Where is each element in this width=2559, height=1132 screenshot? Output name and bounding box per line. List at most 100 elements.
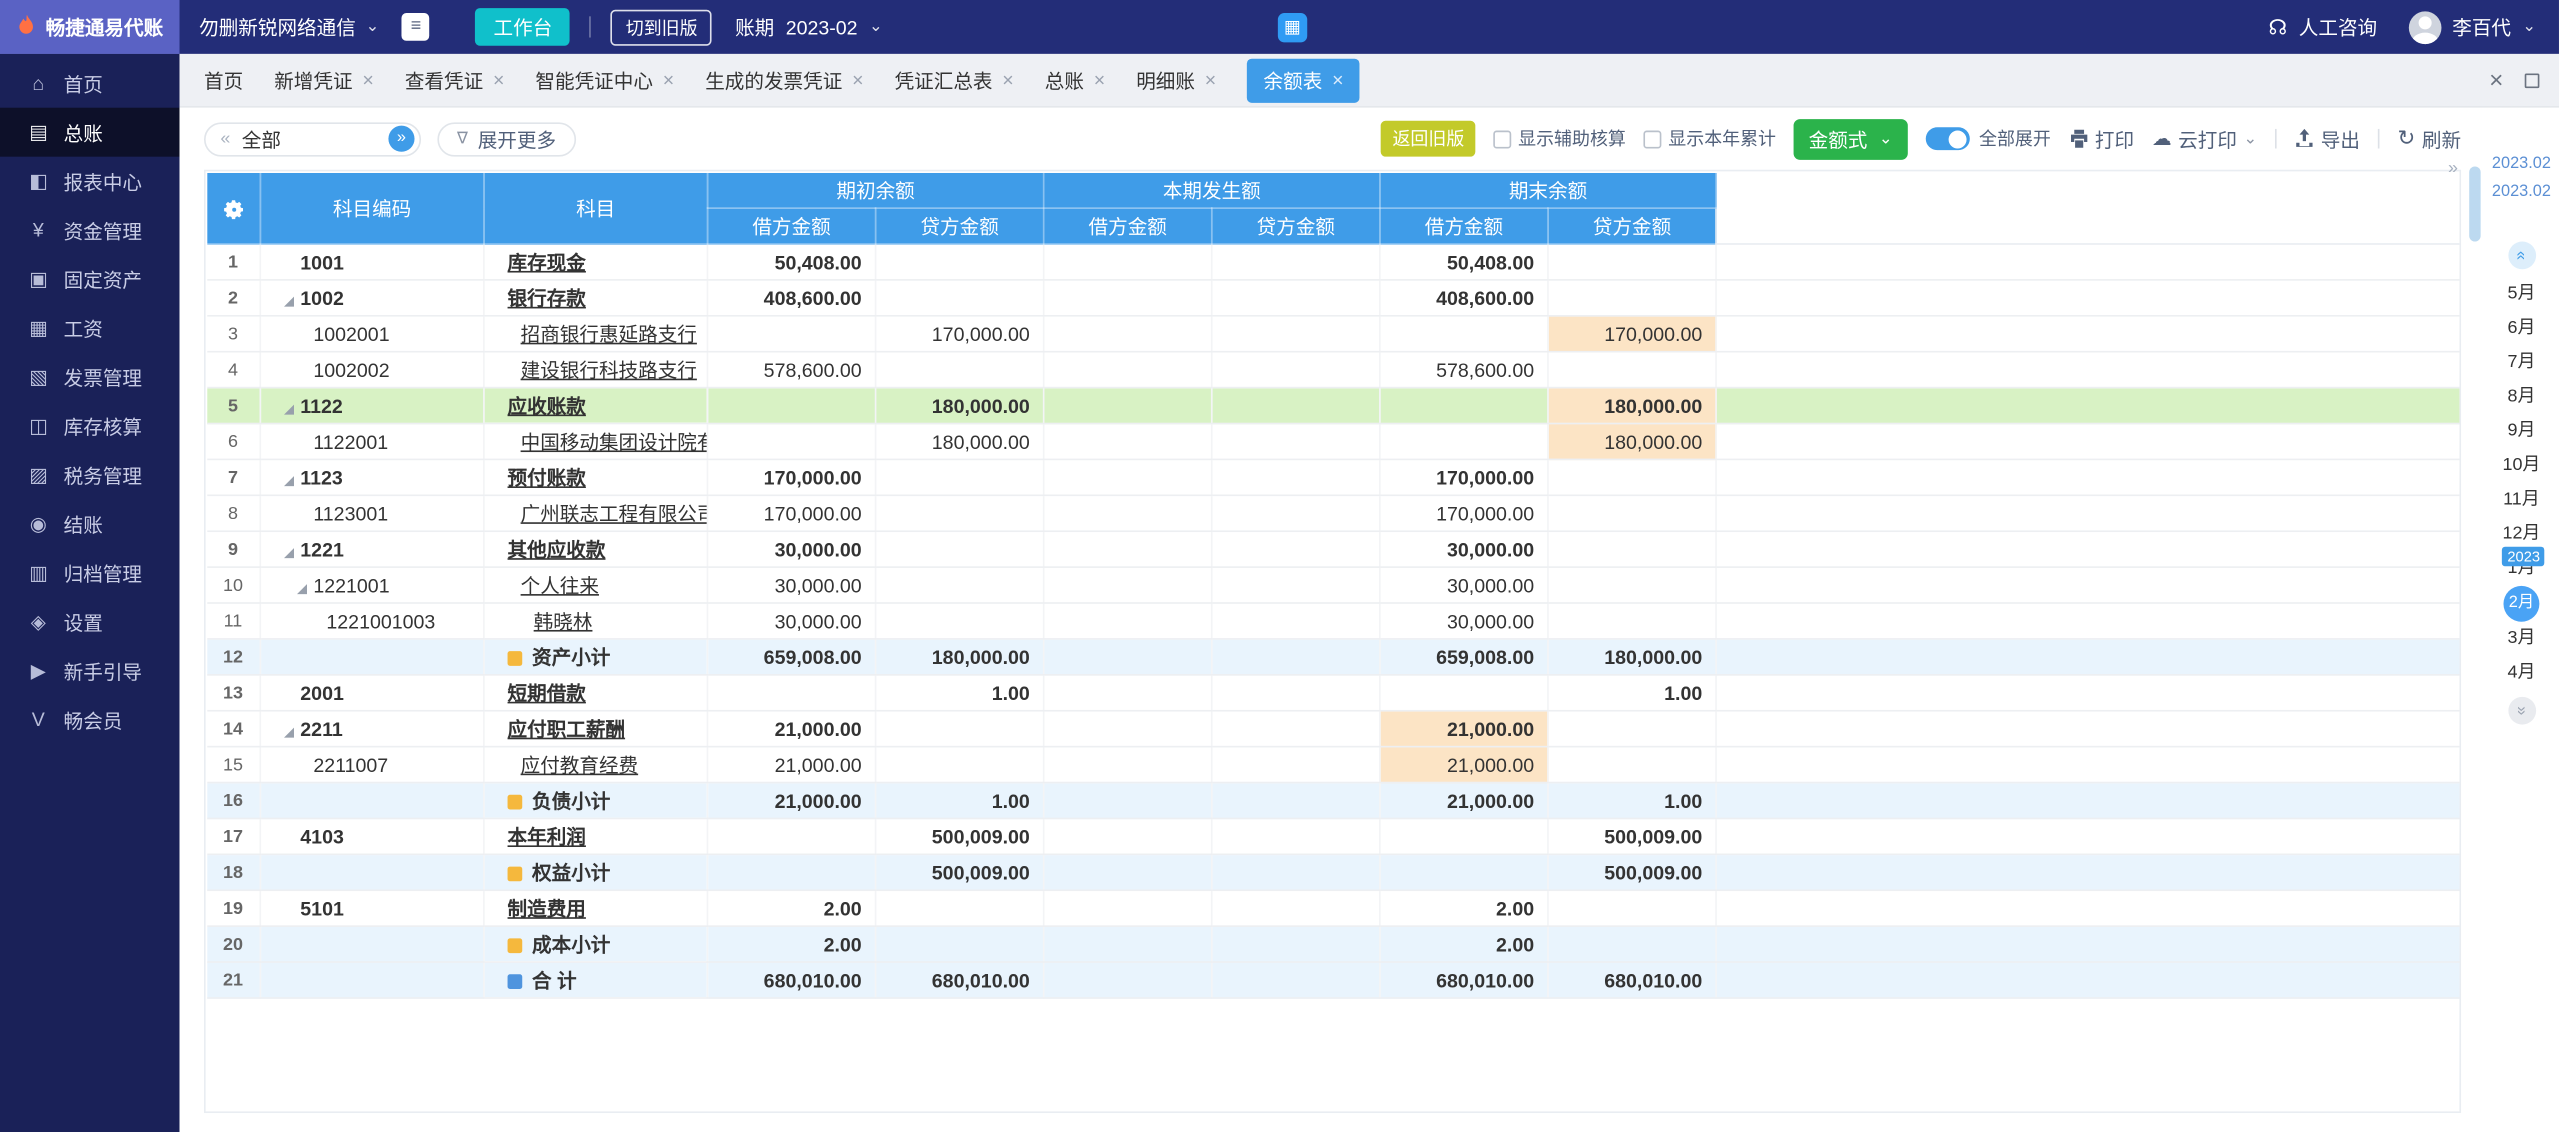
subject-link[interactable]: 韩晓林 xyxy=(533,610,593,634)
tab-close-icon[interactable]: × xyxy=(492,68,505,92)
sidebar-item-report-center[interactable]: ◧ 报表中心 xyxy=(0,157,180,206)
cloud-print-button[interactable]: ☁ 云打印 ⌄ xyxy=(2152,125,2257,153)
period-selector[interactable]: 账期 2023-02 ⌄ xyxy=(735,13,883,41)
checkbox-icon[interactable] xyxy=(1493,129,1512,148)
expand-all-toggle[interactable]: 全部展开 xyxy=(1925,126,2051,152)
expand-icon[interactable]: ◢ xyxy=(297,580,308,595)
timeline-month-8月[interactable]: 8月 xyxy=(2507,386,2536,407)
table-row[interactable]: 12◢资产小计659,008.00180,000.00659,008.00180… xyxy=(206,638,2460,676)
sidebar-item-closing[interactable]: ◉ 结账 xyxy=(0,499,180,548)
timeline-month-2月[interactable]: 2月 xyxy=(2503,585,2540,622)
tab-smart-voucher-center[interactable]: 智能凭证中心 × xyxy=(535,66,674,94)
sidebar-item-tax-management[interactable]: ▨ 税务管理 xyxy=(0,450,180,499)
sidebar-item-member[interactable]: V 畅会员 xyxy=(0,695,180,744)
expand-more-button[interactable]: ∇ 展开更多 xyxy=(437,121,576,156)
company-selector[interactable]: 勿删新锐网络通信 ⌄ xyxy=(199,13,379,41)
checkbox-icon[interactable] xyxy=(1643,129,1662,148)
close-icon[interactable]: × xyxy=(2489,66,2504,94)
workbench-button[interactable]: 工作台 xyxy=(475,8,571,46)
expand-icon[interactable]: ◢ xyxy=(283,544,295,559)
sidebar-item-fixed-assets[interactable]: ▣ 固定资产 xyxy=(0,255,180,304)
tab-close-icon[interactable]: × xyxy=(1204,68,1217,92)
timeline-month-10月[interactable]: 10月 xyxy=(2502,455,2541,475)
switch-to-old-button[interactable]: 切到旧版 xyxy=(611,8,713,45)
amount-format-button[interactable]: 金额式 ⌄ xyxy=(1793,118,1908,160)
tab-close-icon[interactable]: × xyxy=(662,68,675,92)
table-row[interactable]: 10 ◢ 1221001 个人往来 30,000.00 30,000.00 xyxy=(206,567,2460,604)
sidebar-item-archive-management[interactable]: ▥ 归档管理 xyxy=(0,548,180,597)
vertical-scrollbar[interactable] xyxy=(2469,166,2481,242)
table-row[interactable]: 9 ◢ 1221 其他应收款 30,000.00 30,000.00 xyxy=(206,531,2460,568)
table-row[interactable]: 1◢1001 库存现金 50,408.00 50,408.00 xyxy=(206,243,2460,281)
timeline-scroll-up[interactable]: » xyxy=(2507,241,2536,270)
table-row[interactable]: 2 ◢ 1002 银行存款 408,600.00 408,600.00 xyxy=(206,279,2460,317)
subject-link[interactable]: 库存现金 xyxy=(507,251,586,275)
table-row[interactable]: 7 ◢ 1123 预付账款 170,000.00 170,000.00 xyxy=(206,459,2460,497)
table-row[interactable]: 4◢1002002 建设银行科技路支行 578,600.00 578,600.00 xyxy=(206,351,2460,389)
refresh-button[interactable]: ↻ 刷新 xyxy=(2398,125,2462,153)
timeline-month-9月[interactable]: 9月 xyxy=(2507,421,2536,441)
timeline-period-start[interactable]: 2023.02 xyxy=(2491,155,2551,173)
tab-close-icon[interactable]: × xyxy=(852,68,864,92)
table-row[interactable]: 11◢1221001003 韩晓林 30,000.00 30,000.00 xyxy=(206,603,2460,640)
table-row[interactable]: 15◢2211007 应付教育经费 21,000.00 21,000.00 xyxy=(206,746,2460,784)
subject-range-selector[interactable]: « 全部 » xyxy=(204,121,422,156)
show-aux-checkbox[interactable]: 显示辅助核算 xyxy=(1493,126,1626,152)
expand-icon[interactable]: ◢ xyxy=(283,472,295,488)
timeline-month-3月[interactable]: 3月 xyxy=(2507,628,2536,648)
subject-link[interactable]: 短期借款 xyxy=(507,682,586,706)
tab-general-ledger[interactable]: 总账 × xyxy=(1045,66,1105,94)
sidebar-item-home[interactable]: ⌂ 首页 xyxy=(0,59,180,108)
subject-link[interactable]: 建设银行科技路支行 xyxy=(520,359,697,382)
subject-link[interactable]: 应付职工薪酬 xyxy=(507,718,626,741)
subject-link[interactable]: 应收账款 xyxy=(507,394,586,418)
tab-close-icon[interactable]: × xyxy=(1093,68,1106,92)
subject-link[interactable]: 个人往来 xyxy=(520,574,599,598)
arrow-right-icon[interactable]: » xyxy=(388,125,415,152)
timeline-month-4月[interactable]: 4月 xyxy=(2507,662,2536,683)
sidebar-item-beginner-guide[interactable]: ▶ 新手引导 xyxy=(0,646,180,695)
timeline-scroll-down[interactable]: » xyxy=(2507,696,2536,725)
sidebar-item-fund-management[interactable]: ¥ 资金管理 xyxy=(0,206,180,255)
table-settings-header[interactable] xyxy=(205,171,262,245)
table-row[interactable]: 19◢5101 制造费用 2.00 2.00 xyxy=(206,890,2460,927)
table-row[interactable]: 20◢ 成本小计 2.00 2.00 xyxy=(206,926,2460,963)
export-button[interactable]: 导出 xyxy=(2295,125,2360,153)
subject-link[interactable]: 招商银行惠延路支行 xyxy=(520,323,697,346)
sidebar-item-settings[interactable]: ◈ 设置 xyxy=(0,597,180,646)
expand-icon[interactable]: ◢ xyxy=(283,292,295,308)
tab-home[interactable]: 首页 xyxy=(204,66,243,94)
sidebar-item-invoice-management[interactable]: ▧ 发票管理 xyxy=(0,353,180,402)
tab-close-icon[interactable]: × xyxy=(1002,68,1014,92)
subject-link[interactable]: 广州联志工程有限公司 xyxy=(520,502,708,526)
tab-close-icon[interactable]: × xyxy=(1332,68,1344,92)
toggle-switch[interactable] xyxy=(1925,127,1970,151)
expand-icon[interactable]: ◢ xyxy=(283,723,295,739)
tab-close-icon[interactable]: × xyxy=(362,68,374,92)
print-button[interactable]: 打印 xyxy=(2069,125,2134,153)
table-row[interactable]: 13◢2001 短期借款 1.00 1.00 xyxy=(206,674,2460,712)
subject-link[interactable]: 预付账款 xyxy=(507,466,586,490)
table-row[interactable]: 3◢1002001 招商银行惠延路支行 170,000.00 170,000.00 xyxy=(206,315,2460,353)
table-row[interactable]: 17◢4103 本年利润 500,009.00 500,009.00 xyxy=(206,818,2460,856)
tab-new-voucher[interactable]: 新增凭证 × xyxy=(274,66,374,94)
timeline-month-11月[interactable]: 11月 xyxy=(2503,489,2540,510)
tab-detail-ledger[interactable]: 明细账 × xyxy=(1136,66,1216,94)
subject-link[interactable]: 本年利润 xyxy=(507,825,586,849)
tab-view-voucher[interactable]: 查看凭证 × xyxy=(405,66,505,94)
tab-balance-sheet[interactable]: 余额表 × xyxy=(1247,57,1360,102)
sidebar-item-general-ledger[interactable]: ▤ 总账 xyxy=(0,107,180,157)
back-to-old-button[interactable]: 返回旧版 xyxy=(1381,120,1476,157)
fullscreen-icon[interactable] xyxy=(2524,72,2540,88)
avatar[interactable] xyxy=(2408,10,2441,44)
table-row[interactable]: 18◢ 权益小计 500,009.00 500,009.00 xyxy=(206,854,2460,892)
sidebar-item-inventory-accounting[interactable]: ◫ 库存核算 xyxy=(0,401,180,450)
subject-link[interactable]: 应付教育经费 xyxy=(520,753,639,777)
collapse-panel-icon[interactable]: » xyxy=(2448,158,2458,178)
expand-icon[interactable]: ◢ xyxy=(283,400,295,416)
table-row[interactable]: 6◢1122001 中国移动集团设计院有限公司刘 180,000.00 180,000… xyxy=(206,423,2460,461)
show-ytd-checkbox[interactable]: 显示本年累计 xyxy=(1643,126,1776,152)
table-row[interactable]: 21◢合 计680,010.00680,010.00680,010.00680,… xyxy=(206,962,2460,999)
